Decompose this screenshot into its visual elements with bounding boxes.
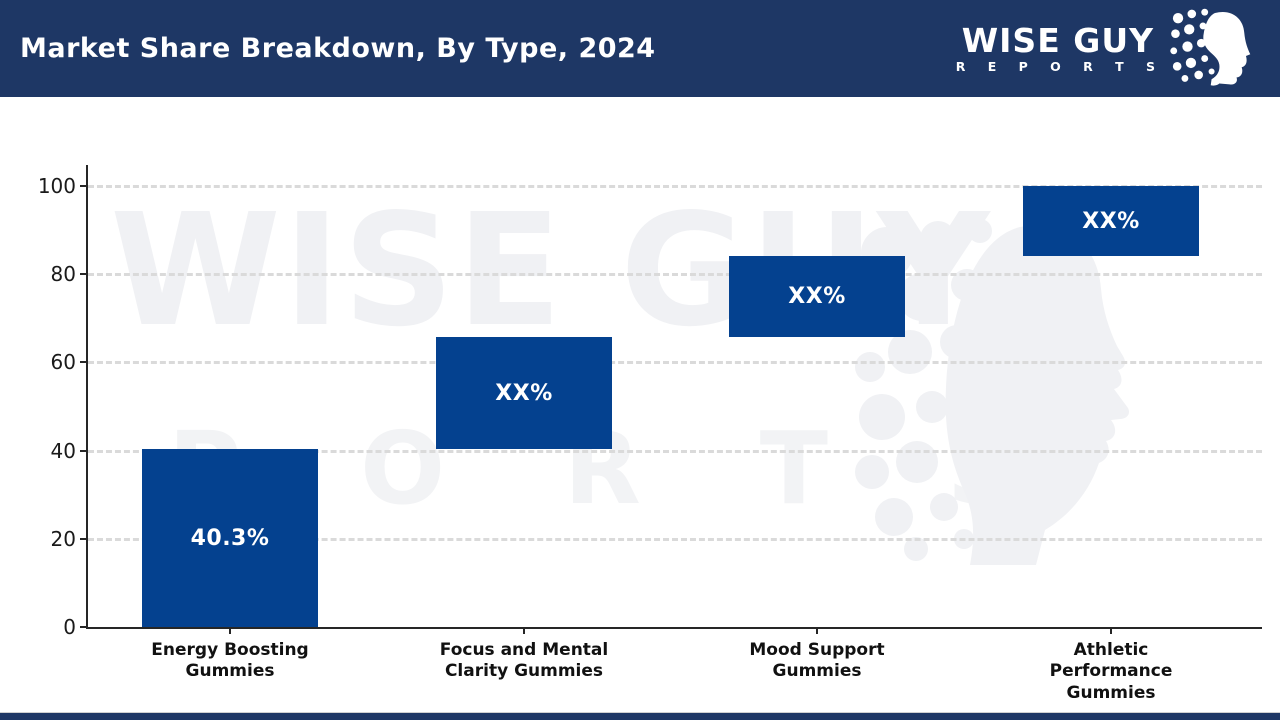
y-tick-0: [80, 626, 88, 628]
y-axis: [86, 165, 88, 629]
waterfall-chart: WISE GUY P O R T S 0 20 40 60 80 100 40.3% Ener…: [0, 97, 1280, 713]
y-tick-20: [80, 537, 88, 540]
x-tick-3: [816, 627, 818, 634]
y-tick-label-80: 80: [50, 262, 76, 287]
gridline-y40: [88, 449, 1262, 453]
x-category-label-3: Mood Support Gummies: [749, 640, 885, 682]
bar-value-label-3: XX%: [788, 283, 846, 309]
bar-segment-2: XX%: [436, 336, 612, 450]
page-title: Market Share Breakdown, By Type, 2024: [20, 33, 656, 64]
gridline-y60: [88, 361, 1262, 365]
bar-value-label-4: XX%: [1082, 208, 1140, 234]
bar-value-label-1: 40.3%: [190, 525, 270, 551]
x-axis: [86, 627, 1262, 629]
x-category-label-2: Focus and Mental Clarity Gummies: [439, 640, 609, 682]
y-tick-40: [80, 449, 88, 452]
y-tick-100: [80, 185, 88, 187]
y-tick-80: [80, 273, 88, 276]
gridline-y80: [88, 273, 1262, 277]
y-tick-label-60: 60: [50, 350, 76, 375]
x-tick-2: [523, 627, 525, 634]
y-tick-label-40: 40: [50, 438, 76, 463]
y-tick-label-100: 100: [37, 174, 76, 198]
wise-guy-logo: WISE GUY R E P O R T S: [952, 6, 1252, 92]
bar-value-label-2: XX%: [495, 380, 553, 406]
bar-segment-4: XX%: [1023, 186, 1199, 257]
dotted-head-icon: [1166, 6, 1252, 92]
gridline-y100: [88, 185, 1262, 188]
logo-subname: R E P O R T S: [955, 58, 1164, 74]
x-category-label-1: Energy Boosting Gummies: [151, 640, 309, 682]
header-bar: Market Share Breakdown, By Type, 2024 WI…: [0, 0, 1280, 97]
y-tick-60: [80, 361, 88, 364]
bar-segment-3: XX%: [729, 256, 905, 337]
bar-segment-1: 40.3%: [142, 449, 318, 627]
logo-name: WISE GUY: [961, 20, 1155, 60]
footer-bar: [0, 712, 1280, 720]
y-tick-label-20: 20: [50, 526, 76, 551]
y-tick-label-0: 0: [63, 615, 76, 639]
x-category-label-4: Athletic Performance Gummies: [1049, 640, 1173, 703]
gridline-y20: [88, 537, 1262, 541]
x-tick-4: [1110, 627, 1112, 634]
x-tick-1: [229, 627, 231, 634]
